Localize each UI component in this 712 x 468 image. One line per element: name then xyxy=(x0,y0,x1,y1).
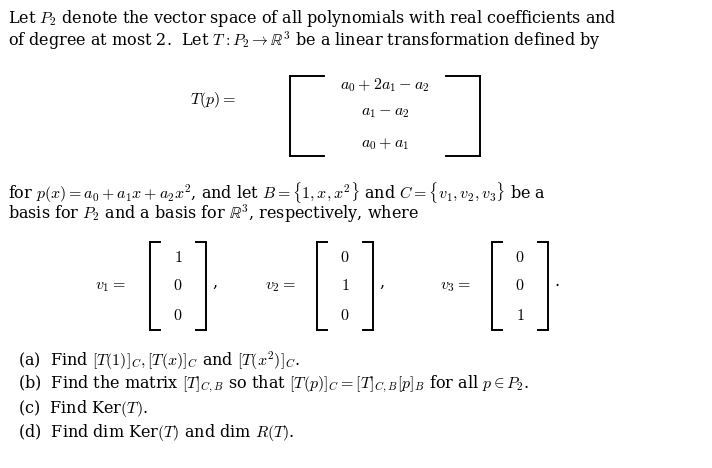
Text: $0$: $0$ xyxy=(515,249,525,265)
Text: for $p(x) = a_0 + a_1 x + a_2 x^2$, and let $B = \{1, x, x^2\}$ and $C = \{v_1, : for $p(x) = a_0 + a_1 x + a_2 x^2$, and … xyxy=(8,180,546,205)
Text: .: . xyxy=(554,273,559,291)
Text: $0$: $0$ xyxy=(340,249,350,265)
Text: $0$: $0$ xyxy=(173,278,183,294)
Text: $1$: $1$ xyxy=(515,307,524,323)
Text: Let $P_2$ denote the vector space of all polynomials with real coefficients and: Let $P_2$ denote the vector space of all… xyxy=(8,8,617,29)
Text: (b)  Find the matrix $[T]_{C,B}$ so that $[T(p)]_C = [T]_{C,B}[p]_B$ for all $p : (b) Find the matrix $[T]_{C,B}$ so that … xyxy=(18,374,529,395)
Text: $a_0 + a_1$: $a_0 + a_1$ xyxy=(361,134,409,152)
Text: $v_2 =$: $v_2 =$ xyxy=(265,278,295,294)
Text: $T(p) =$: $T(p) =$ xyxy=(190,90,236,110)
Text: (d)  Find dim Ker$(T)$ and dim $R(T)$.: (d) Find dim Ker$(T)$ and dim $R(T)$. xyxy=(18,422,295,443)
Text: $0$: $0$ xyxy=(173,307,183,323)
Text: $a_0 + 2a_1 - a_2$: $a_0 + 2a_1 - a_2$ xyxy=(340,76,430,94)
Text: ,: , xyxy=(379,273,384,291)
Text: $a_1 - a_2$: $a_1 - a_2$ xyxy=(361,103,409,120)
Text: (a)  Find $[T(1)]_C, [T(x)]_C$ and $[T(x^2)]_C$.: (a) Find $[T(1)]_C, [T(x)]_C$ and $[T(x^… xyxy=(18,350,300,373)
Text: $v_1 =$: $v_1 =$ xyxy=(95,278,125,294)
Text: $1$: $1$ xyxy=(174,249,182,265)
Text: $0$: $0$ xyxy=(340,307,350,323)
Text: ,: , xyxy=(212,273,217,291)
Text: (c)  Find Ker$(T)$.: (c) Find Ker$(T)$. xyxy=(18,398,148,419)
Text: $0$: $0$ xyxy=(515,278,525,294)
Text: basis for $P_2$ and a basis for $\mathbb{R}^3$, respectively, where: basis for $P_2$ and a basis for $\mathbb… xyxy=(8,203,419,226)
Text: $1$: $1$ xyxy=(340,278,350,294)
Text: of degree at most 2.  Let $T : P_2 \rightarrow \mathbb{R}^3$ be a linear transfo: of degree at most 2. Let $T : P_2 \right… xyxy=(8,30,601,52)
Text: $v_3 =$: $v_3 =$ xyxy=(440,278,471,294)
